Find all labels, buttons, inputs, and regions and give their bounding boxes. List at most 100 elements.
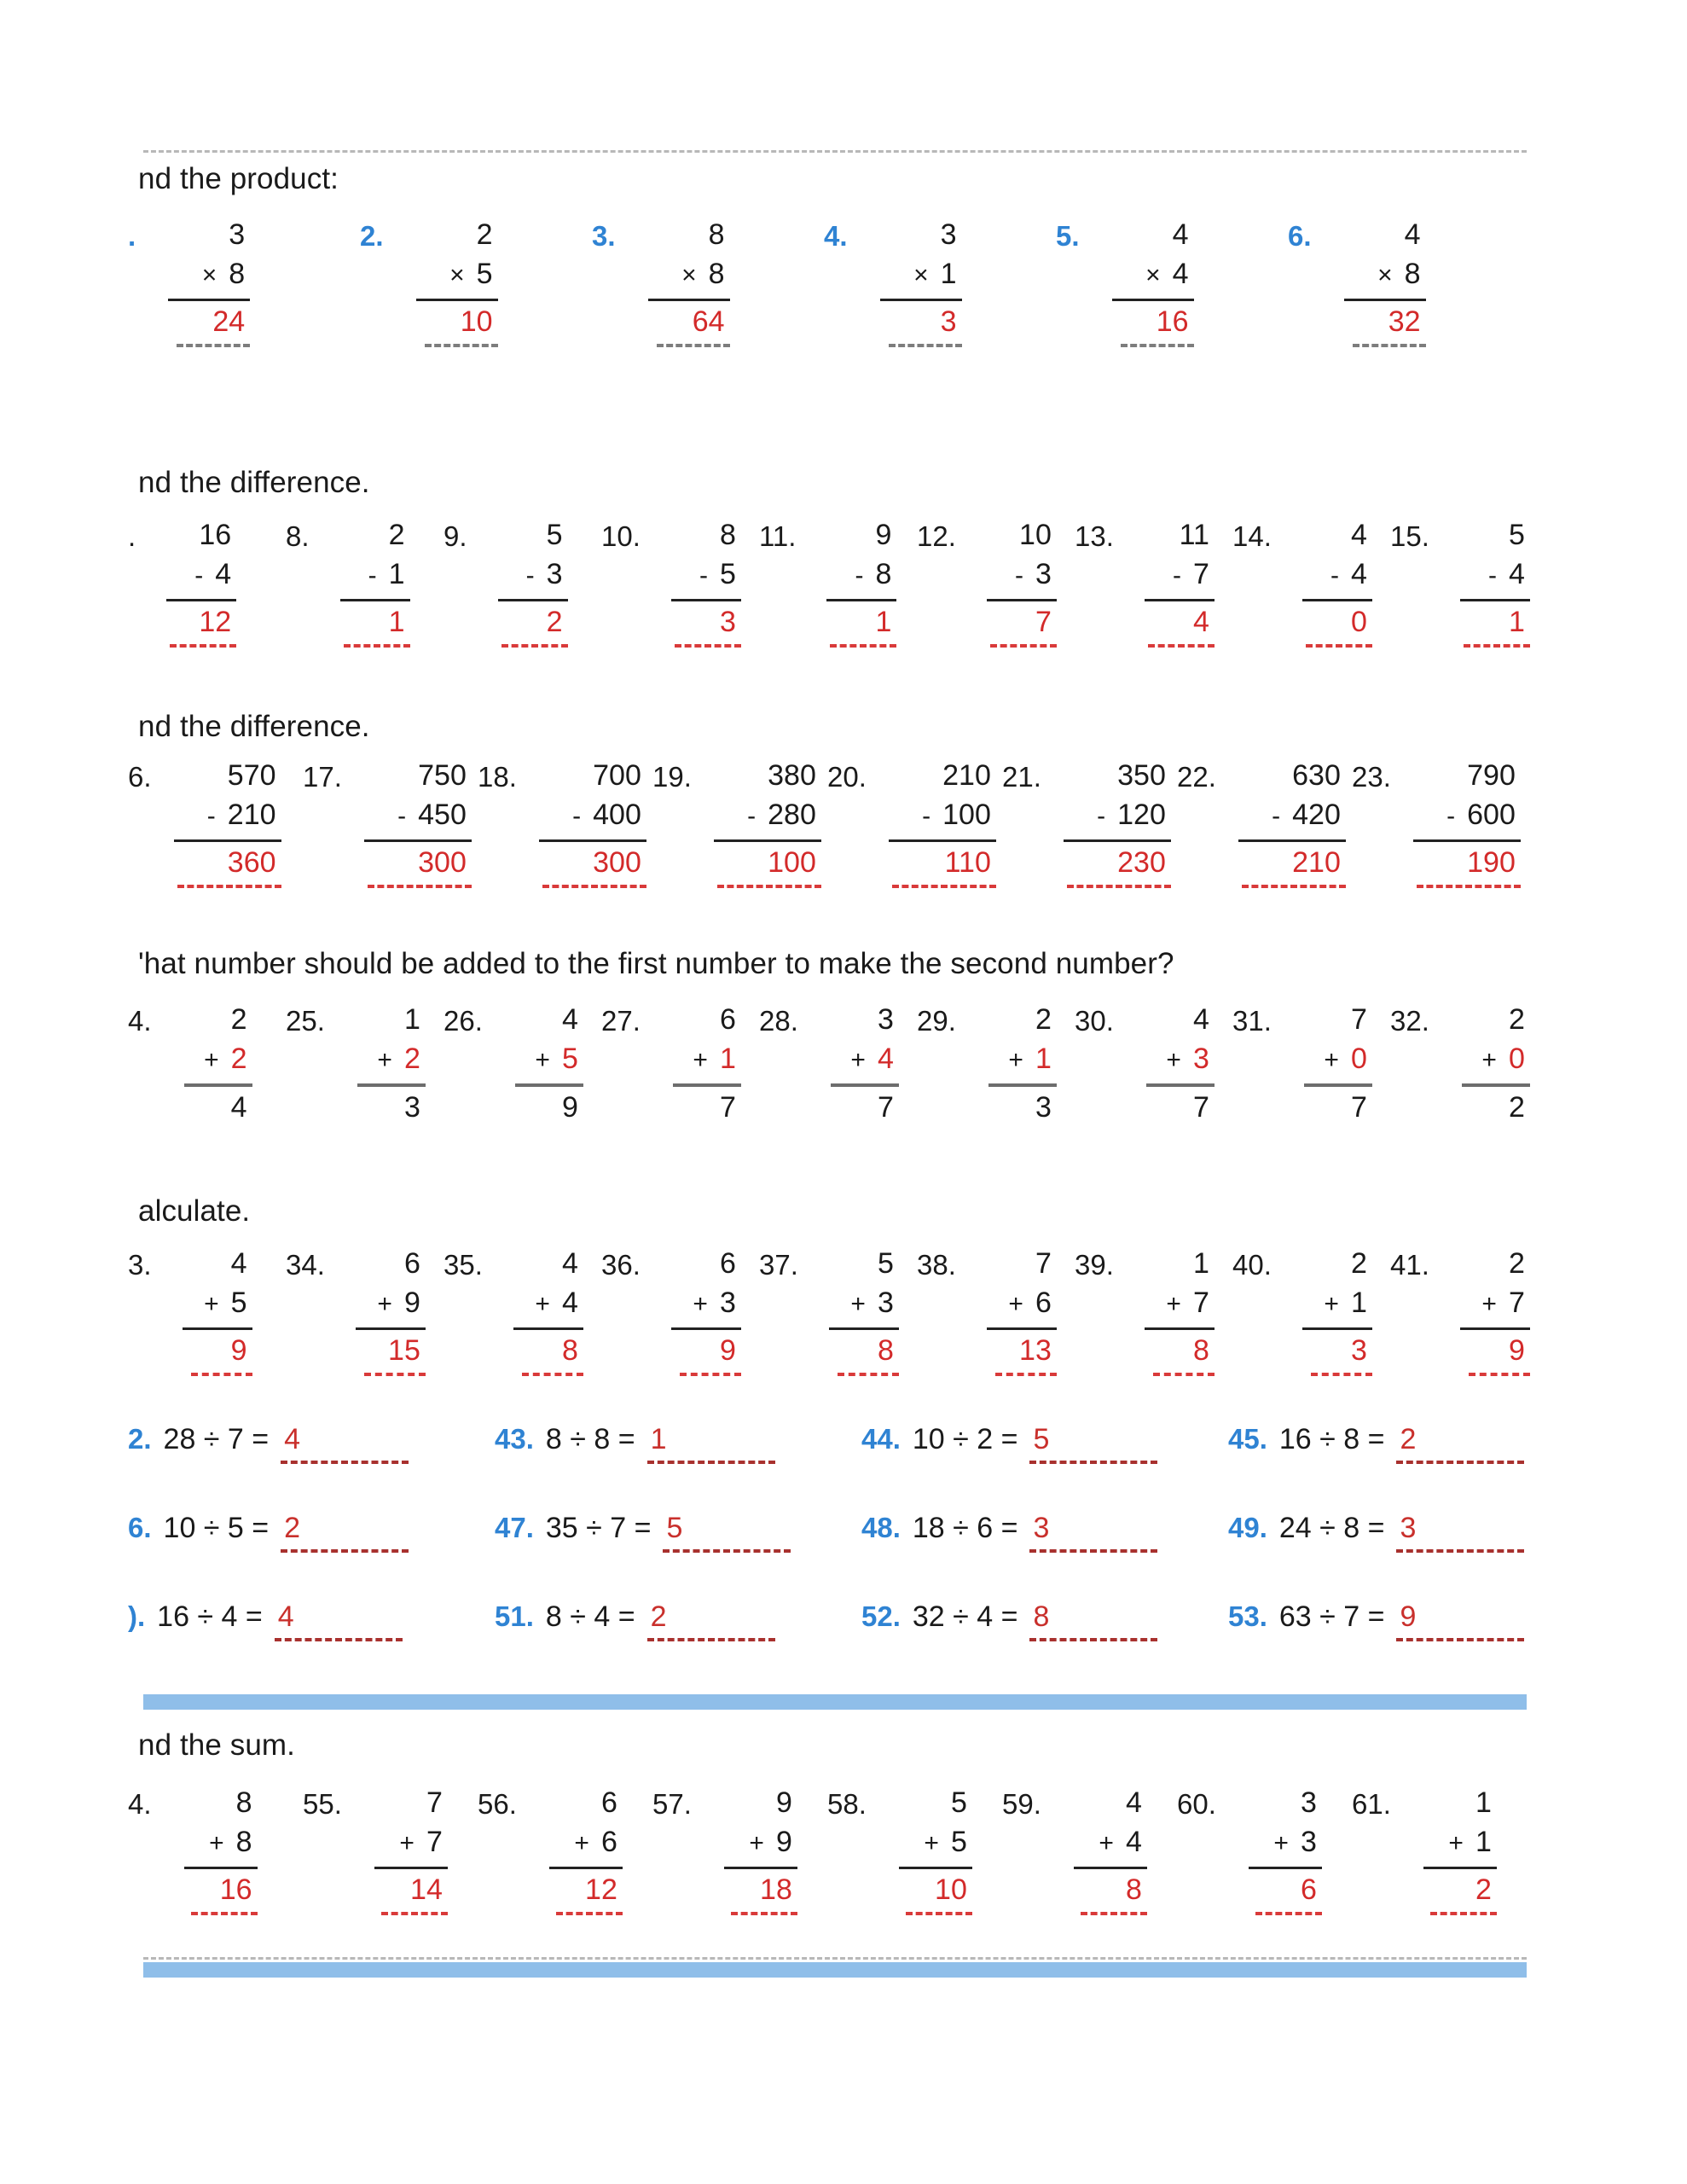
- answer-value[interactable]: 1: [388, 606, 405, 638]
- answer-value[interactable]: 9: [561, 1091, 578, 1124]
- answer-rule: [1423, 1867, 1497, 1869]
- division-answer-slot[interactable]: 2: [646, 1600, 775, 1641]
- division-answer-value[interactable]: 9: [1400, 1600, 1417, 1633]
- division-answer-value[interactable]: 4: [277, 1600, 294, 1633]
- top-operand: 8: [719, 519, 736, 551]
- division-answer-slot[interactable]: 2: [1396, 1423, 1525, 1464]
- division-answer-slot[interactable]: 8: [1029, 1600, 1158, 1641]
- answer-value[interactable]: 4: [1192, 606, 1209, 638]
- answer-dashed-line: [1147, 644, 1215, 648]
- problem-number: 37.: [759, 1249, 798, 1281]
- answer-value[interactable]: 14: [410, 1873, 443, 1906]
- answer-value[interactable]: 300: [418, 846, 467, 879]
- answer-value[interactable]: 2: [546, 606, 563, 638]
- division-expression: 32 ÷ 4 =: [912, 1600, 1018, 1633]
- answer-value[interactable]: 8: [1192, 1334, 1209, 1367]
- answer-value[interactable]: 7: [877, 1091, 894, 1124]
- answer-rule: [828, 1327, 899, 1330]
- division-answer-slot[interactable]: 3: [1396, 1512, 1525, 1553]
- answer-value[interactable]: 4: [230, 1091, 247, 1124]
- answer-value[interactable]: 8: [1125, 1873, 1142, 1906]
- division-answer-value[interactable]: 2: [650, 1600, 667, 1633]
- answer-value[interactable]: 100: [768, 846, 816, 879]
- operator-symbol: ×: [201, 261, 217, 289]
- answer-value[interactable]: 3: [1350, 1334, 1367, 1367]
- answer-value[interactable]: 13: [1019, 1334, 1052, 1367]
- division-answer-value[interactable]: 3: [1033, 1512, 1050, 1544]
- top-operand: 210: [942, 759, 991, 792]
- answer-value[interactable]: 300: [593, 846, 641, 879]
- heading-missing-addend: 'hat number should be added to the first…: [138, 947, 1174, 980]
- answer-value[interactable]: 2: [1475, 1873, 1492, 1906]
- answer-value[interactable]: 12: [585, 1873, 617, 1906]
- answer-value[interactable]: 8: [877, 1334, 894, 1367]
- answer-value[interactable]: 24: [212, 305, 246, 338]
- top-operand: 380: [768, 759, 816, 792]
- top-operand: 630: [1292, 759, 1341, 792]
- division-answer-value[interactable]: 5: [666, 1512, 683, 1544]
- answer-value[interactable]: 9: [230, 1334, 247, 1367]
- division-answer-slot[interactable]: 2: [281, 1512, 409, 1553]
- bottom-operand: 450: [418, 799, 467, 831]
- answer-value[interactable]: 190: [1467, 846, 1516, 879]
- answer-value[interactable]: 7: [1035, 606, 1052, 638]
- operator-symbol: +: [1273, 1829, 1289, 1857]
- answer-value[interactable]: 1: [875, 606, 892, 638]
- problem-number: 28.: [759, 1005, 798, 1037]
- answer-value[interactable]: 15: [388, 1334, 420, 1367]
- answer-dashed-line: [501, 644, 568, 648]
- answer-value[interactable]: 9: [1508, 1334, 1525, 1367]
- division-answer-value[interactable]: 8: [1033, 1600, 1050, 1633]
- division-answer-slot[interactable]: 4: [274, 1600, 403, 1641]
- division-answer-slot[interactable]: 4: [281, 1423, 409, 1464]
- division-answer-value[interactable]: 4: [284, 1423, 301, 1455]
- answer-value[interactable]: 6: [1300, 1873, 1317, 1906]
- answer-value[interactable]: 16: [219, 1873, 252, 1906]
- answer-value[interactable]: 10: [935, 1873, 967, 1906]
- answer-value[interactable]: 16: [1156, 305, 1189, 338]
- division-answer-slot[interactable]: 5: [1029, 1423, 1158, 1464]
- answer-value[interactable]: 3: [1035, 1091, 1052, 1124]
- answer-rule: [1144, 1327, 1215, 1330]
- answer-value[interactable]: 3: [719, 606, 736, 638]
- division-answer-slot[interactable]: 1: [646, 1423, 775, 1464]
- answer-value[interactable]: 7: [1350, 1091, 1367, 1124]
- division-answer-dashed-line: [646, 1461, 775, 1464]
- division-answer-slot[interactable]: 3: [1029, 1512, 1158, 1553]
- answer-value[interactable]: 210: [1292, 846, 1341, 879]
- answer-value[interactable]: 12: [199, 606, 232, 638]
- division-answer-value[interactable]: 1: [650, 1423, 667, 1455]
- answer-value[interactable]: 3: [940, 305, 957, 338]
- answer-value[interactable]: 3: [403, 1091, 420, 1124]
- answer-value[interactable]: 8: [561, 1334, 578, 1367]
- division-answer-value[interactable]: 3: [1400, 1512, 1417, 1544]
- answer-value[interactable]: 2: [1508, 1091, 1525, 1124]
- problem-stack: 6 +1 7: [652, 1000, 741, 1126]
- answer-value[interactable]: 64: [692, 305, 725, 338]
- division-answer-slot[interactable]: 9: [1396, 1600, 1525, 1641]
- operator-line: × 1: [913, 254, 961, 295]
- answer-value[interactable]: 360: [227, 846, 276, 879]
- answer-value[interactable]: 1: [1508, 606, 1525, 638]
- division-answer-slot[interactable]: 5: [663, 1512, 791, 1553]
- answer-value[interactable]: 230: [1117, 846, 1166, 879]
- division-answer-value[interactable]: 2: [1400, 1423, 1417, 1455]
- problem-row-sum: 4. 8 +8 16 55. 7 +7 14 56. 6 +6 12 57. 9 +9 18 58. 5 +5 10 5…: [128, 1783, 1578, 1915]
- answer-value[interactable]: 10: [460, 305, 493, 338]
- problem-stack: 4 × 8 32: [1324, 215, 1426, 347]
- bottom-operand: 3: [1300, 1826, 1317, 1858]
- answer-value[interactable]: 0: [1350, 606, 1367, 638]
- problem-stack: 11 -7 4: [1126, 515, 1215, 648]
- problem-find-the-sum-6: 60. 3 +3 6: [1177, 1783, 1352, 1915]
- answer-value[interactable]: 9: [719, 1334, 736, 1367]
- division-answer-value[interactable]: 5: [1033, 1423, 1050, 1455]
- answer-value[interactable]: 32: [1388, 305, 1421, 338]
- answer-value[interactable]: 7: [1192, 1091, 1209, 1124]
- problem-stack: 1 +2 3: [337, 1000, 426, 1126]
- operator-symbol: -: [1487, 561, 1497, 590]
- division-answer-value[interactable]: 2: [284, 1512, 301, 1544]
- answer-value[interactable]: 18: [760, 1873, 792, 1906]
- answer-value[interactable]: 7: [719, 1091, 736, 1124]
- answer-value[interactable]: 110: [944, 846, 991, 879]
